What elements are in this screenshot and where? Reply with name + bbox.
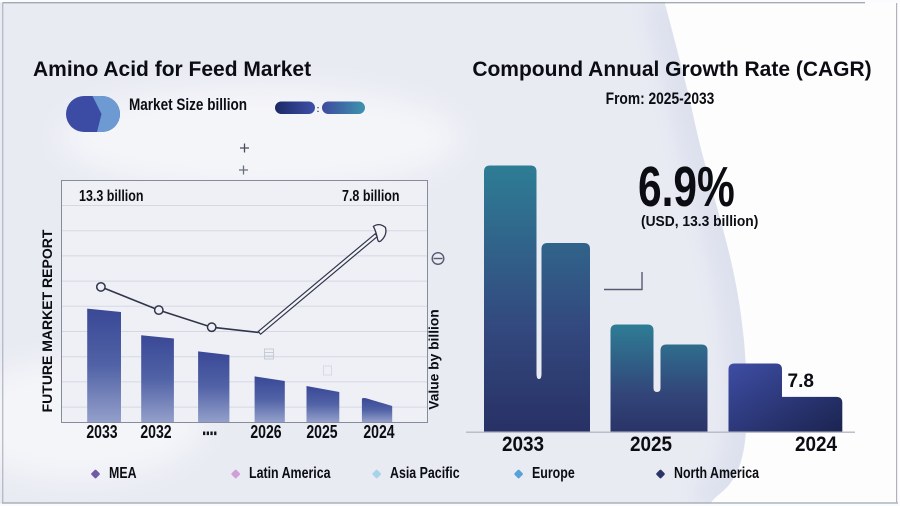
svg-text::: : bbox=[317, 104, 320, 114]
